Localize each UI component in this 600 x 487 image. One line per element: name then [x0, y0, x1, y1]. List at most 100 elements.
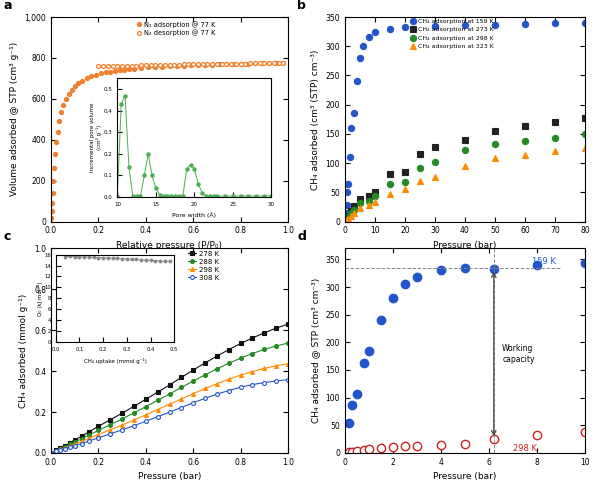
278 K — [119, 411, 126, 416]
CH₄ adsorption at 323 K — [521, 152, 529, 158]
N₂ adsorption @ 77 K — [187, 62, 194, 68]
298 K — [237, 372, 244, 378]
CH₄ adsorption at 159 K — [342, 216, 349, 222]
278 K — [272, 325, 280, 331]
X-axis label: Pressure (bar): Pressure (bar) — [433, 472, 497, 481]
CH₄ adsorption at 298 K — [386, 181, 394, 187]
308 K — [261, 380, 268, 386]
278 K — [237, 340, 244, 346]
N₂ desorption @ 77 K — [147, 62, 154, 68]
N₂ adsorption @ 77 K — [152, 64, 159, 70]
N₂ adsorption @ 77 K — [102, 70, 109, 75]
288 K — [225, 360, 232, 366]
298 K — [284, 361, 292, 367]
CH₄ adsorption at 298 K — [365, 198, 373, 204]
CH₄ adsorption at 323 K — [581, 145, 589, 151]
N₂ adsorption @ 77 K — [173, 63, 180, 69]
CH₄ adsorption at 159 K — [344, 189, 351, 195]
298 K — [130, 417, 137, 423]
CH₄ adsorption at 273 K — [347, 208, 355, 214]
CH₄ adsorption at 298 K — [356, 200, 364, 206]
N₂ adsorption @ 77 K — [166, 63, 173, 69]
288 K — [119, 416, 126, 422]
288 K — [78, 436, 85, 442]
N₂ adsorption @ 77 K — [53, 139, 60, 145]
N₂ desorption @ 77 K — [175, 62, 182, 68]
CH₄ adsorption at 159 K — [521, 21, 529, 27]
278 K — [107, 417, 114, 423]
CH₄ adsorption at 323 K — [461, 163, 469, 169]
298 K — [249, 369, 256, 375]
298 K — [57, 447, 64, 452]
Legend: CH₄ adsorption at 159 K, CH₄ adsorption at 273 K, CH₄ adsorption at 298 K, CH₄ a: CH₄ adsorption at 159 K, CH₄ adsorption … — [408, 16, 496, 52]
N₂ desorption @ 77 K — [214, 61, 221, 67]
308 K — [71, 443, 79, 449]
CH₄ adsorption at 273 K — [365, 193, 373, 199]
298 K — [190, 391, 197, 396]
CH₄ adsorption at 273 K — [401, 169, 409, 175]
Y-axis label: CH₄ adsorbed (mmol g⁻¹): CH₄ adsorbed (mmol g⁻¹) — [19, 294, 28, 408]
CH₄ adsorption at 323 K — [347, 213, 355, 219]
288 K — [249, 351, 256, 356]
288 K — [154, 397, 161, 403]
CH₄ adsorption at 298 K — [431, 159, 439, 165]
278 K — [71, 437, 79, 443]
288 K — [284, 340, 292, 346]
CH₄ adsorption at 298 K — [401, 180, 409, 186]
CH₄ adsorption at 159 K — [342, 210, 349, 216]
CH₄ adsorption at 298 K — [347, 210, 355, 216]
N₂ adsorption @ 77 K — [78, 78, 85, 84]
Line: CH₄ adsorption at 323 K: CH₄ adsorption at 323 K — [342, 145, 588, 225]
308 K — [57, 447, 64, 453]
298 K — [71, 441, 79, 447]
298 K — [261, 366, 268, 372]
298 K — [95, 431, 102, 437]
N₂ desorption @ 77 K — [199, 61, 206, 67]
N₂ desorption @ 77 K — [227, 61, 235, 67]
CH₄ adsorption at 298 K — [343, 217, 350, 223]
Line: 308 K: 308 K — [49, 378, 290, 455]
N₂ adsorption @ 77 K — [50, 166, 58, 171]
N₂ adsorption @ 77 K — [251, 60, 259, 66]
288 K — [85, 432, 92, 438]
Text: 159 K: 159 K — [532, 258, 556, 266]
N₂ adsorption @ 77 K — [280, 60, 287, 66]
N₂ adsorption @ 77 K — [265, 60, 272, 66]
278 K — [57, 445, 64, 451]
CH₄ adsorption at 273 K — [521, 123, 529, 129]
308 K — [214, 391, 221, 397]
278 K — [78, 433, 85, 439]
N₂ adsorption @ 77 K — [121, 67, 128, 73]
308 K — [202, 395, 209, 401]
288 K — [52, 448, 59, 454]
288 K — [261, 346, 268, 352]
N₂ desorption @ 77 K — [265, 60, 272, 66]
Y-axis label: CH₄ adsorbed @ STP (cm³ cm⁻³): CH₄ adsorbed @ STP (cm³ cm⁻³) — [311, 278, 320, 423]
CH₄ adsorption at 298 K — [344, 215, 352, 221]
N₂ desorption @ 77 K — [218, 61, 225, 67]
Text: Working
capacity: Working capacity — [502, 344, 535, 364]
N₂ adsorption @ 77 K — [215, 61, 223, 67]
308 K — [166, 409, 173, 415]
CH₄ adsorption at 159 K — [371, 29, 379, 35]
278 K — [95, 423, 102, 429]
CH₄ adsorption at 159 K — [386, 26, 394, 32]
N₂ desorption @ 77 K — [123, 63, 130, 69]
N₂ adsorption @ 77 K — [54, 129, 61, 134]
N₂ desorption @ 77 K — [209, 61, 216, 67]
278 K — [85, 429, 92, 435]
CH₄ adsorption at 298 K — [350, 207, 358, 213]
N₂ adsorption @ 77 K — [83, 75, 90, 81]
CH₄ adsorption at 323 K — [551, 149, 559, 154]
N₂ adsorption @ 77 K — [52, 151, 59, 157]
N₂ adsorption @ 77 K — [202, 62, 209, 68]
N₂ desorption @ 77 K — [104, 63, 112, 69]
CH₄ adsorption at 323 K — [344, 216, 352, 222]
278 K — [214, 353, 221, 359]
308 K — [249, 382, 256, 388]
CH₄ adsorption at 159 K — [551, 20, 559, 26]
N₂ desorption @ 77 K — [190, 61, 197, 67]
N₂ desorption @ 77 K — [204, 61, 211, 67]
CH₄ adsorption at 159 K — [401, 24, 409, 30]
CH₄ adsorption at 323 K — [350, 210, 358, 216]
